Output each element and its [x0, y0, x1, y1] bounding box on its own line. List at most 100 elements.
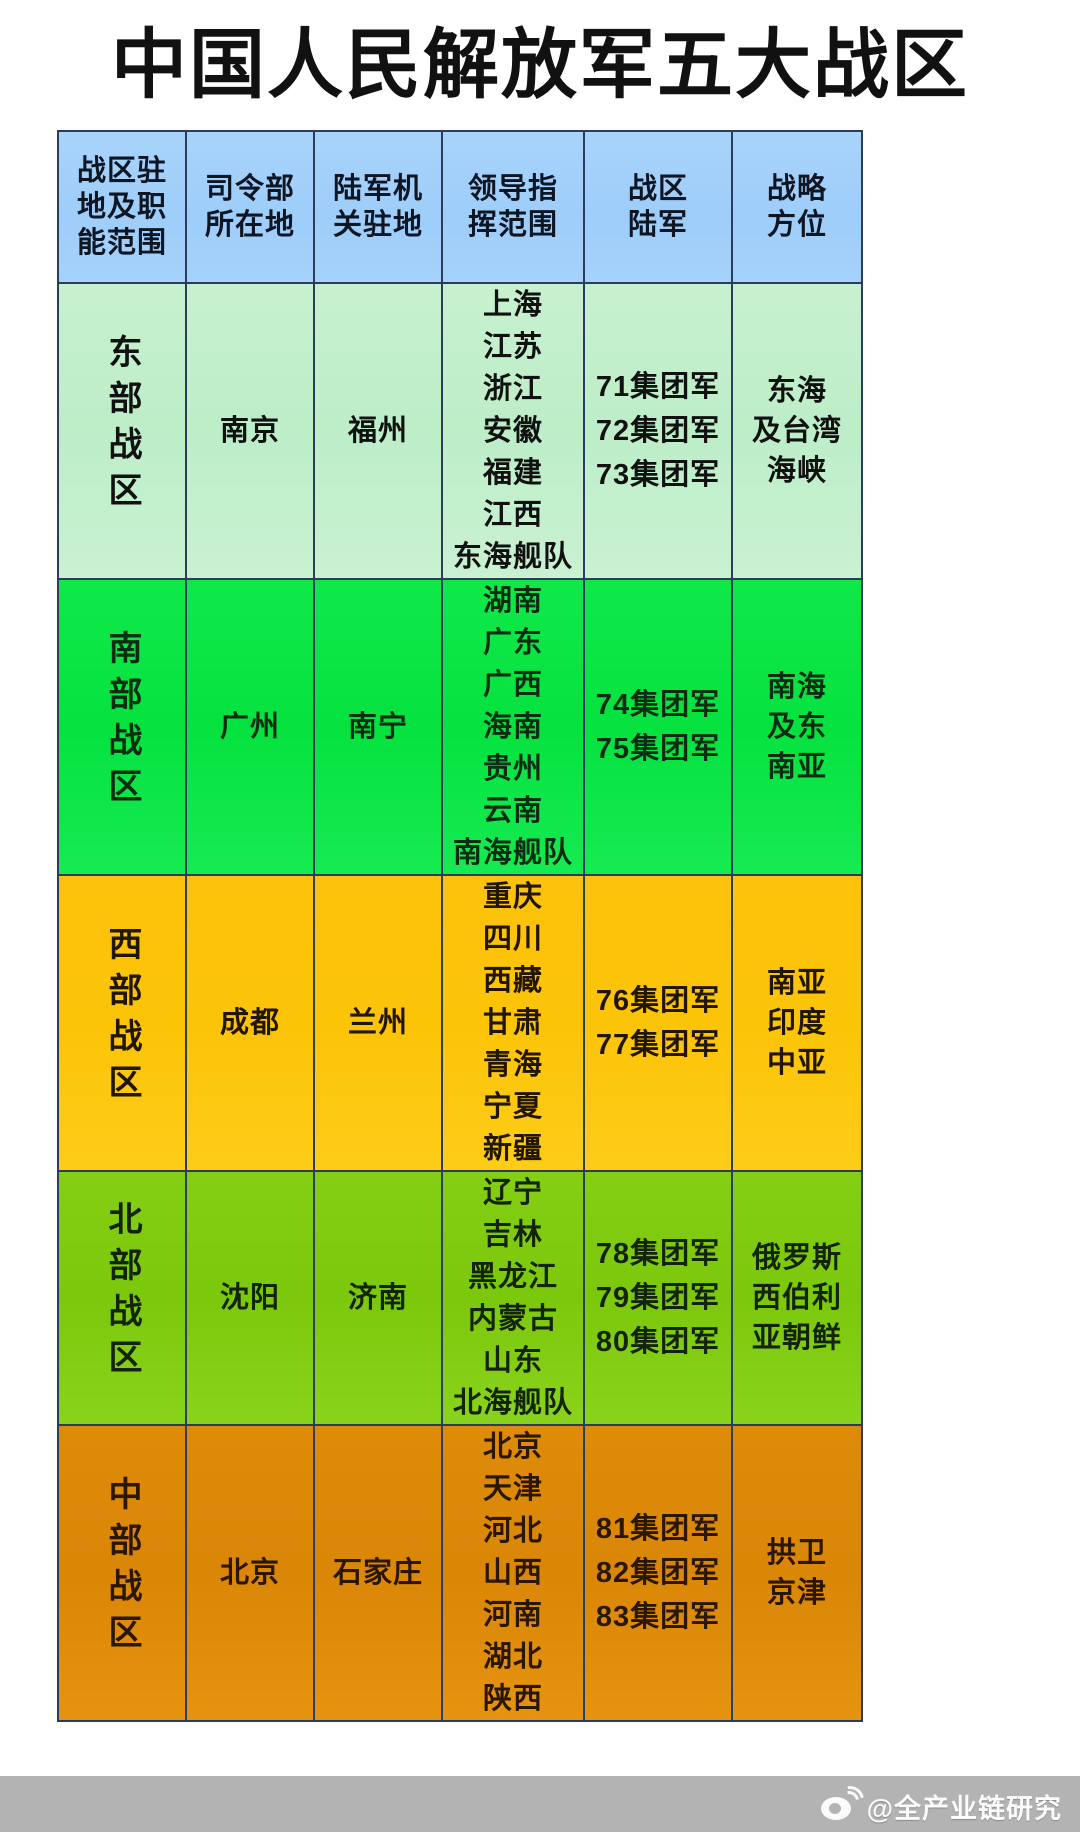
- watermark-text: @全产业链研究: [866, 1794, 1062, 1824]
- cell-command-scope-line: 西藏: [482, 965, 543, 997]
- header-line: 方位: [766, 209, 827, 241]
- cell-hq: 广州: [185, 578, 315, 876]
- cell-group-armies-line: 81集团军: [595, 1513, 721, 1545]
- region-label: 西部战区: [103, 925, 141, 1110]
- watermark: @全产业链研究: [820, 1780, 1062, 1826]
- header-line: 战区驻: [76, 155, 167, 187]
- cell-strategic-direction: 拱卫 京津: [731, 1424, 863, 1722]
- cell-region: 东部战区: [57, 282, 187, 580]
- cell-strategic-direction-line: 东海: [766, 375, 827, 407]
- cell-command-scope-line: 重庆: [482, 881, 543, 913]
- header-line: 所在地: [204, 209, 295, 241]
- table-row: 南部战区 广州 南宁 湖南 广东 广西 海南 贵州 云南 南海舰队 74集团军 75集团军 南海 及东 南亚: [57, 578, 863, 876]
- cell-command-scope-line: 东海舰队: [452, 541, 573, 573]
- column-header-hq: 司令部 所在地: [185, 130, 315, 284]
- cell-strategic-direction-line: 西伯利: [751, 1282, 842, 1314]
- column-header-command-scope: 领导指 挥范围: [441, 130, 585, 284]
- cell-command-scope-line: 陕西: [482, 1683, 543, 1715]
- cell-command-scope-line: 宁夏: [482, 1091, 543, 1123]
- cell-command-scope-line: 湖北: [482, 1641, 543, 1673]
- cell-command-scope-line: 吉林: [482, 1219, 543, 1251]
- header-line: 领导指: [467, 173, 558, 205]
- cell-strategic-direction-line: 南海: [766, 671, 827, 703]
- cell-command-scope-line: 上海: [482, 289, 543, 321]
- footer-strip: [0, 1776, 1080, 1832]
- header-line: 地及职: [76, 191, 167, 223]
- table-body: 东部战区 南京 福州 上海 江苏 浙江 安徽 福建 江西 东海舰队 71集团军 72集团军 73集团军东…: [57, 282, 863, 1722]
- cell-region: 北部战区: [57, 1170, 187, 1426]
- cell-strategic-direction-line: 亚朝鲜: [751, 1322, 842, 1354]
- cell-strategic-direction: 南亚 印度 中亚: [731, 874, 863, 1172]
- cell-region: 西部战区: [57, 874, 187, 1172]
- cell-group-armies-line: 83集团军: [595, 1601, 721, 1633]
- cell-command-scope-line: 浙江: [482, 373, 543, 405]
- cell-command-scope-line: 江西: [482, 499, 543, 531]
- header-line: 战略: [766, 173, 827, 205]
- cell-command-scope-line: 广东: [482, 627, 543, 659]
- cell-strategic-direction-line: 中亚: [766, 1047, 827, 1079]
- cell-strategic-direction-line: 南亚: [766, 751, 827, 783]
- column-header-strategic-direction: 战略 方位: [731, 130, 863, 284]
- cell-region: 中部战区: [57, 1424, 187, 1722]
- cell-strategic-direction-line: 南亚: [766, 967, 827, 999]
- header-line: 司令部: [204, 173, 295, 205]
- cell-group-armies-line: 77集团军: [595, 1029, 721, 1061]
- cell-army-hq: 济南: [313, 1170, 443, 1426]
- cell-group-armies-line: 79集团军: [595, 1282, 721, 1314]
- cell-strategic-direction-line: 京津: [766, 1577, 827, 1609]
- header-line: 关驻地: [332, 209, 423, 241]
- cell-group-armies-line: 73集团军: [595, 459, 721, 491]
- cell-strategic-direction-line: 及台湾: [751, 415, 842, 447]
- cell-army-hq: 石家庄: [313, 1424, 443, 1722]
- table-row: 中部战区 北京 石家庄 北京 天津 河北 山西 河南 湖北 陕西 81集团军 82集团军 83集团军 拱卫…: [57, 1424, 863, 1722]
- cell-hq: 南京: [185, 282, 315, 580]
- cell-group-armies-line: 82集团军: [595, 1557, 721, 1589]
- column-header-group-armies: 战区 陆军: [583, 130, 733, 284]
- cell-command-scope: 辽宁 吉林 黑龙江 内蒙古 山东 北海舰队: [441, 1170, 585, 1426]
- cell-group-armies-line: 80集团军: [595, 1326, 721, 1358]
- cell-strategic-direction-line: 俄罗斯: [751, 1242, 842, 1274]
- cell-strategic-direction-line: 海峡: [766, 455, 827, 487]
- cell-command-scope-line: 辽宁: [482, 1177, 543, 1209]
- cell-command-scope-line: 北海舰队: [452, 1387, 573, 1419]
- header-line: 战区: [627, 173, 688, 205]
- cell-group-armies-line: 74集团军: [595, 689, 721, 721]
- cell-group-armies-line: 76集团军: [595, 985, 721, 1017]
- table-header: 战区驻 地及职 能范围 司令部 所在地 陆军机 关驻地 领导指 挥范围 战区: [57, 130, 863, 284]
- cell-command-scope-line: 天津: [482, 1473, 543, 1505]
- cell-command-scope: 上海 江苏 浙江 安徽 福建 江西 东海舰队: [441, 282, 585, 580]
- cell-command-scope-line: 新疆: [482, 1133, 543, 1165]
- cell-strategic-direction-line: 拱卫: [766, 1537, 827, 1569]
- cell-army-hq: 南宁: [313, 578, 443, 876]
- table-row: 东部战区 南京 福州 上海 江苏 浙江 安徽 福建 江西 东海舰队 71集团军 72集团军 73集团军东…: [57, 282, 863, 580]
- cell-group-armies-line: 72集团军: [595, 415, 721, 447]
- column-header-region: 战区驻 地及职 能范围: [57, 130, 187, 284]
- table-row: 西部战区 成都 兰州 重庆 四川 西藏 甘肃 青海 宁夏 新疆 76集团军 77集团军 南亚 印度 中亚: [57, 874, 863, 1172]
- cell-command-scope-line: 河北: [482, 1515, 543, 1547]
- 战区-table-container: 战区驻 地及职 能范围 司令部 所在地 陆军机 关驻地 领导指 挥范围 战区: [57, 130, 863, 1778]
- cell-command-scope-line: 云南: [482, 795, 543, 827]
- cell-hq: 成都: [185, 874, 315, 1172]
- page-title: 中国人民解放军五大战区: [111, 24, 969, 108]
- cell-command-scope-line: 安徽: [482, 415, 543, 447]
- cell-strategic-direction: 俄罗斯 西伯利 亚朝鲜: [731, 1170, 863, 1426]
- cell-hq: 北京: [185, 1424, 315, 1722]
- cell-region: 南部战区: [57, 578, 187, 876]
- cell-command-scope-line: 河南: [482, 1599, 543, 1631]
- header-line: 陆军: [627, 209, 688, 241]
- cell-group-armies: 78集团军 79集团军 80集团军: [583, 1170, 733, 1426]
- region-label: 东部战区: [103, 333, 141, 518]
- cell-group-armies: 76集团军 77集团军: [583, 874, 733, 1172]
- cell-command-scope-line: 湖南: [482, 585, 543, 617]
- 战区-matrix-table: 战区驻 地及职 能范围 司令部 所在地 陆军机 关驻地 领导指 挥范围 战区: [57, 130, 863, 1722]
- cell-command-scope-line: 北京: [482, 1431, 543, 1463]
- column-header-army-hq: 陆军机 关驻地: [313, 130, 443, 284]
- cell-command-scope-line: 甘肃: [482, 1007, 543, 1039]
- cell-command-scope-line: 黑龙江: [467, 1261, 558, 1293]
- cell-command-scope-line: 青海: [482, 1049, 543, 1081]
- cell-command-scope-line: 四川: [482, 923, 543, 955]
- cell-command-scope-line: 南海舰队: [452, 837, 573, 869]
- cell-command-scope-line: 福建: [482, 457, 543, 489]
- cell-strategic-direction-line: 及东: [766, 711, 827, 743]
- cell-strategic-direction: 南海 及东 南亚: [731, 578, 863, 876]
